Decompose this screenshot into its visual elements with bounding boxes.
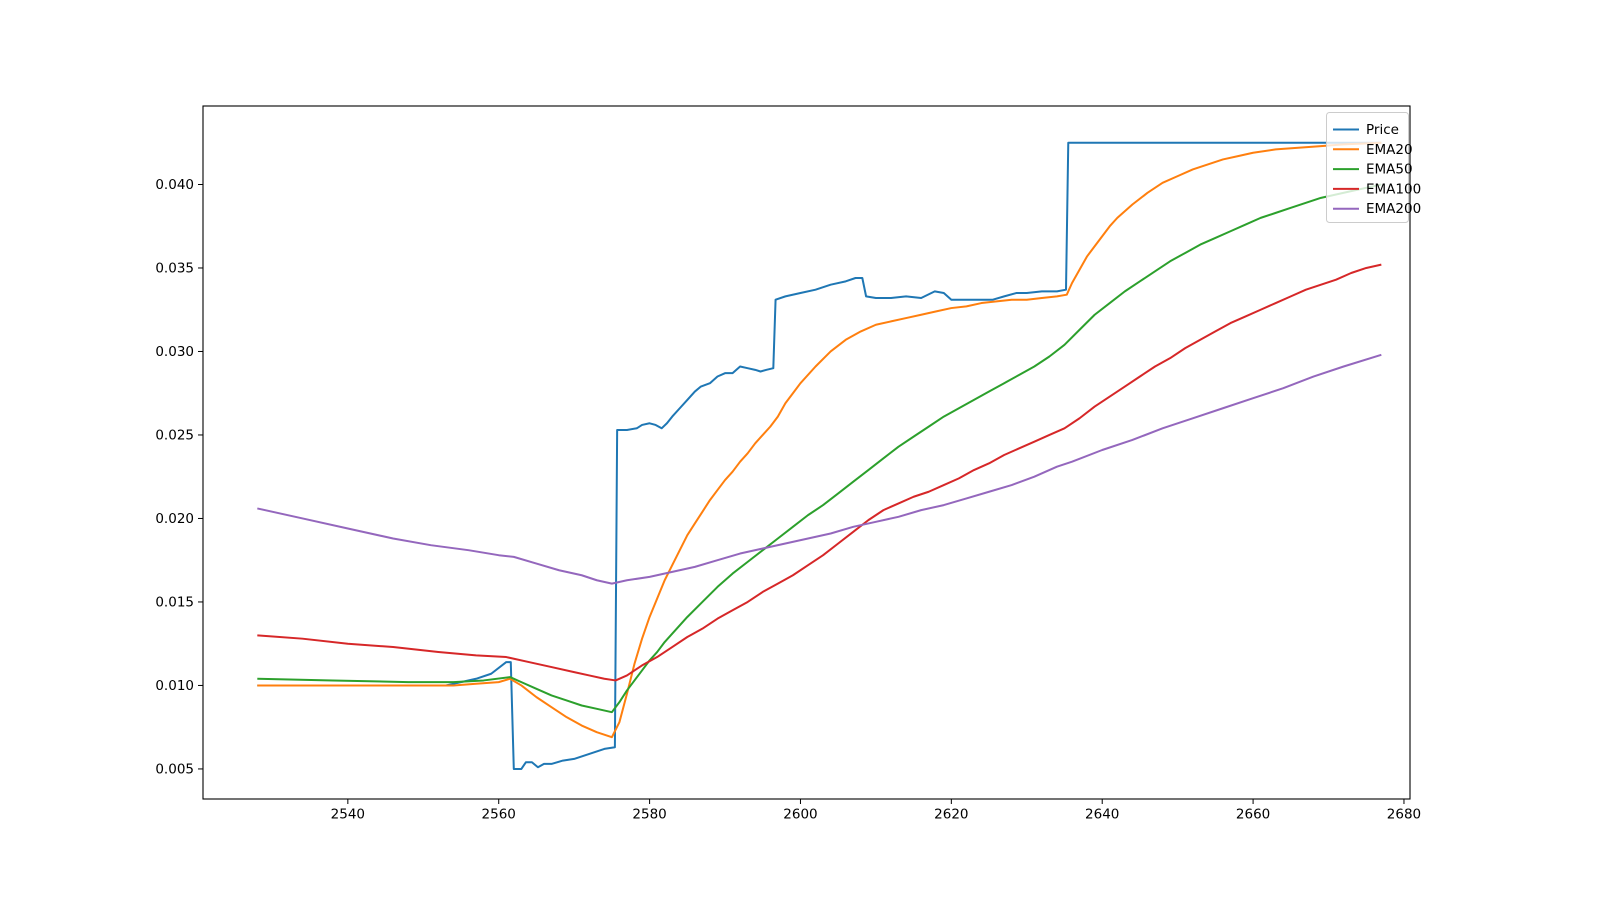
y-tick-label: 0.005 xyxy=(155,761,194,777)
x-tick-label: 2560 xyxy=(482,807,516,823)
series-line-ema20 xyxy=(257,141,1382,739)
y-tick-label: 0.030 xyxy=(155,344,194,360)
y-tick-label: 0.035 xyxy=(155,260,194,276)
x-tick-label: 2680 xyxy=(1387,807,1421,823)
x-tick-label: 2640 xyxy=(1085,807,1119,823)
x-tick-label: 2620 xyxy=(934,807,968,823)
series-line-ema100 xyxy=(257,263,1382,682)
series-line-price xyxy=(257,141,1382,770)
series-line-ema200 xyxy=(257,353,1382,585)
legend-box xyxy=(1326,112,1409,223)
legend-label-price: Price xyxy=(1366,122,1399,138)
legend-label-ema50: EMA50 xyxy=(1366,162,1413,178)
x-tick-label: 2540 xyxy=(331,807,365,823)
y-tick-label: 0.025 xyxy=(155,427,194,443)
legend-label-ema20: EMA20 xyxy=(1366,142,1413,158)
y-tick-label: 0.020 xyxy=(155,511,194,527)
x-tick-label: 2600 xyxy=(783,807,817,823)
x-tick-label: 2660 xyxy=(1236,807,1270,823)
plot-border xyxy=(202,105,1411,800)
series-line-ema50 xyxy=(257,183,1382,714)
y-tick-label: 0.010 xyxy=(155,678,194,694)
legend-label-ema100: EMA100 xyxy=(1366,181,1421,197)
x-tick-label: 2580 xyxy=(632,807,666,823)
legend-label-ema200: EMA200 xyxy=(1366,201,1421,217)
y-tick-label: 0.040 xyxy=(155,177,194,193)
y-tick-label: 0.015 xyxy=(155,594,194,610)
